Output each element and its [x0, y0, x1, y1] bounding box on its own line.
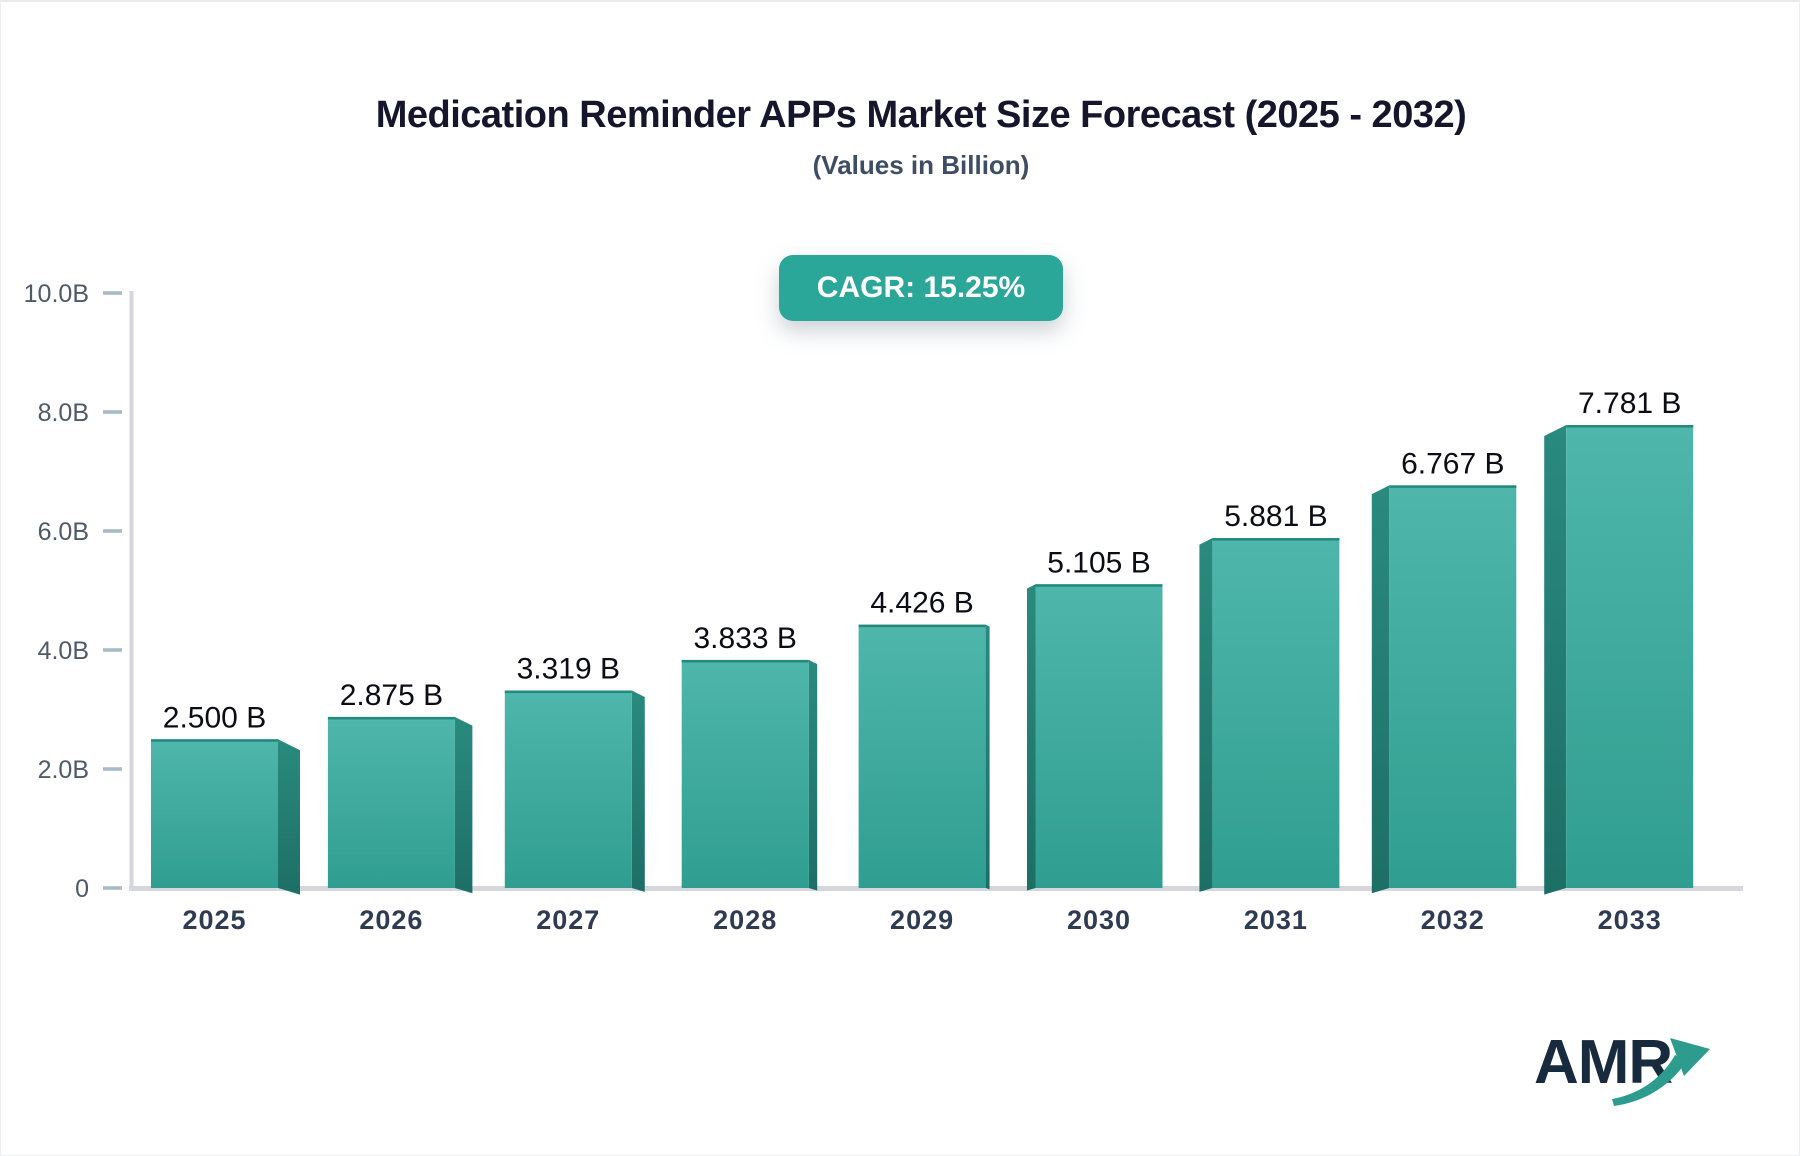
bar-side-face — [454, 716, 473, 894]
y-axis-tick — [103, 767, 122, 771]
bar-top-edge — [327, 716, 455, 720]
bar-front-face — [1566, 425, 1694, 888]
y-axis-tick — [103, 886, 122, 890]
bar-side-face — [985, 624, 990, 890]
y-axis-tick — [103, 410, 122, 414]
x-axis-label: 2032 — [1421, 905, 1485, 935]
bar-side-face — [1027, 584, 1036, 891]
bar-2027: 3.319 B 2027 — [504, 653, 645, 935]
y-axis-tick — [103, 291, 122, 295]
bar-value-label: 5.105 B — [1047, 546, 1150, 579]
bar-value-label: 2.500 B — [163, 701, 266, 734]
bar-value-label: 7.781 B — [1578, 387, 1681, 420]
bar-side-face — [1199, 538, 1213, 892]
y-axis-tick-label: 4.0B — [38, 637, 89, 665]
x-axis-label: 2027 — [536, 905, 600, 935]
bar-side-face — [278, 739, 300, 895]
cagr-badge-row: CAGR: 15.25% — [41, 255, 1799, 321]
bar-side-face — [808, 659, 818, 891]
bar-front-face — [504, 690, 632, 888]
bar-value-label: 2.875 B — [340, 679, 443, 712]
bar-front-face — [858, 624, 986, 888]
bar-front-face — [681, 659, 809, 888]
y-axis-line — [129, 291, 134, 890]
bar-2031: 5.881 B 2031 — [1199, 500, 1340, 935]
bar-value-label: 5.881 B — [1224, 500, 1327, 533]
amr-logo: AMR — [1534, 1032, 1754, 1122]
bar-front-face — [1389, 485, 1517, 888]
y-axis-tick — [103, 529, 122, 533]
bar-top-edge — [151, 739, 278, 742]
bar-front-face — [327, 716, 455, 888]
bar-front-face — [1212, 538, 1340, 888]
x-axis-label: 2029 — [890, 905, 954, 935]
bar-top-edge — [504, 690, 632, 694]
bar-top-edge — [1212, 538, 1340, 541]
x-axis-label: 2031 — [1244, 905, 1308, 935]
bar-2026: 2.875 B 2026 — [327, 679, 473, 935]
bar-top-edge — [1389, 485, 1517, 488]
bar-2025: 2.500 B 2025 — [151, 701, 300, 935]
x-axis-line — [129, 886, 1743, 891]
y-axis-tick-label: 8.0B — [38, 399, 89, 427]
bar-top-edge — [1035, 584, 1163, 587]
x-axis-label: 2033 — [1598, 905, 1662, 935]
x-axis-label: 2025 — [182, 905, 246, 935]
bar-value-label: 6.767 B — [1401, 447, 1504, 480]
bar-front-face — [1035, 584, 1163, 888]
y-axis-tick-label: 2.0B — [38, 756, 89, 784]
bar-2030: 5.105 B 2030 — [1027, 546, 1163, 935]
bar-front-face — [151, 739, 278, 888]
bar-top-edge — [1566, 425, 1694, 428]
y-axis-tick — [103, 648, 122, 652]
y-axis-tick-label: 0 — [75, 875, 89, 903]
x-axis-label: 2030 — [1067, 905, 1131, 935]
bar-value-label: 3.833 B — [693, 622, 796, 655]
bar-2033: 7.781 B 2033 — [1544, 387, 1694, 935]
cagr-badge: CAGR: 15.25% — [778, 255, 1064, 321]
y-axis-tick-label: 6.0B — [38, 518, 89, 546]
bar-side-face — [1371, 485, 1390, 894]
bar-2029: 4.426 B 2029 — [858, 587, 990, 935]
x-axis-label: 2026 — [359, 905, 423, 935]
bar-2032: 6.767 B 2032 — [1371, 447, 1517, 935]
bar-top-edge — [858, 624, 986, 628]
bar-top-edge — [681, 659, 809, 663]
y-axis-tick-label: 10.0B — [24, 280, 89, 308]
bar-value-label: 4.426 B — [870, 587, 973, 620]
bar-side-face — [1544, 425, 1567, 895]
x-axis-label: 2028 — [713, 905, 777, 935]
bar-value-label: 3.319 B — [517, 653, 620, 686]
growth-arrow-icon — [1612, 1038, 1710, 1106]
bar-2028: 3.833 B 2028 — [681, 622, 818, 935]
bar-side-face — [631, 690, 645, 892]
